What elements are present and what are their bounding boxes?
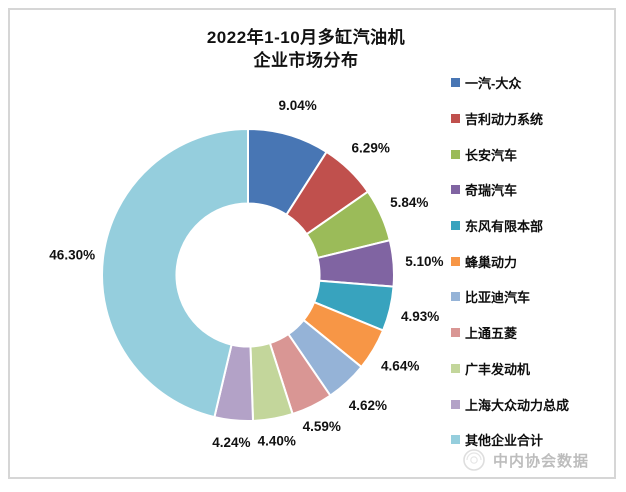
legend-label: 广丰发动机 xyxy=(465,361,531,377)
legend-item-8: 上通五菱 xyxy=(451,315,619,351)
legend-label: 长安汽车 xyxy=(465,147,518,163)
slice-value-label: 9.04% xyxy=(278,98,316,113)
watermark-text: 中内协会数据 xyxy=(493,452,590,470)
legend-item-6: 蜂巢动力 xyxy=(451,243,619,279)
chart-title: 2022年1-10月多缸汽油机 企业市场分布 xyxy=(10,26,602,72)
legend-label: 一汽-大众 xyxy=(465,76,522,92)
legend-label: 其他企业合计 xyxy=(465,433,544,449)
chart-legend: 一汽-大众吉利动力系统 长安汽车奇瑞汽车东风有限本部 蜂巢动力比亚迪汽车上通五菱广丰… xyxy=(451,65,619,458)
legend-item-9: 广丰发动机 xyxy=(451,351,619,387)
legend-label: 吉利动力系统 xyxy=(465,112,544,128)
slice-value-label: 5.10% xyxy=(405,254,443,269)
legend-item-1: 一汽-大众 xyxy=(451,65,619,101)
legend-swatch xyxy=(451,78,460,88)
legend-item-4: 奇瑞汽车 xyxy=(451,172,619,208)
legend-item-5: 东风有限本部 xyxy=(451,208,619,244)
legend-item-11: 其他企业合计 xyxy=(451,422,619,458)
watermark: 中内协会数据 xyxy=(461,447,589,473)
legend-swatch xyxy=(451,256,460,266)
legend-label: 奇瑞汽车 xyxy=(465,183,518,199)
slice-value-label: 4.40% xyxy=(258,434,296,449)
legend-swatch xyxy=(451,399,460,409)
legend-swatch xyxy=(451,292,460,302)
legend-swatch xyxy=(451,114,460,124)
slice-value-label: 4.24% xyxy=(212,435,250,450)
chart-title-line1: 2022年1-10月多缸汽油机 xyxy=(206,28,406,47)
legend-item-3: 长安汽车 xyxy=(451,136,619,172)
slice-value-label: 6.29% xyxy=(352,140,390,155)
legend-swatch xyxy=(451,328,460,338)
legend-swatch xyxy=(451,149,460,159)
slice-value-label: 4.64% xyxy=(381,358,419,373)
legend-label: 东风有限本部 xyxy=(465,219,544,235)
legend-swatch xyxy=(451,221,460,231)
slice-value-label: 4.62% xyxy=(349,398,387,413)
legend-swatch xyxy=(451,185,460,195)
legend-label: 蜂巢动力 xyxy=(465,254,518,270)
association-seal-icon xyxy=(463,449,485,471)
legend-swatch xyxy=(451,363,460,373)
pie-slice-11 xyxy=(101,127,249,419)
slice-value-label: 4.59% xyxy=(303,419,341,434)
legend-label: 上通五菱 xyxy=(465,326,518,342)
legend-item-7: 比亚迪汽车 xyxy=(451,279,619,315)
slice-value-label: 4.93% xyxy=(401,309,439,324)
slice-value-label: 46.30% xyxy=(49,248,95,263)
slice-value-label: 5.84% xyxy=(390,195,428,210)
legend-item-10: 上海大众动力总成 xyxy=(451,386,619,422)
legend-label: 比亚迪汽车 xyxy=(465,290,531,306)
chart-title-line2: 企业市场分布 xyxy=(253,51,359,70)
legend-swatch xyxy=(451,435,460,445)
legend-label: 上海大众动力总成 xyxy=(465,397,570,413)
legend-item-2: 吉利动力系统 xyxy=(451,101,619,137)
